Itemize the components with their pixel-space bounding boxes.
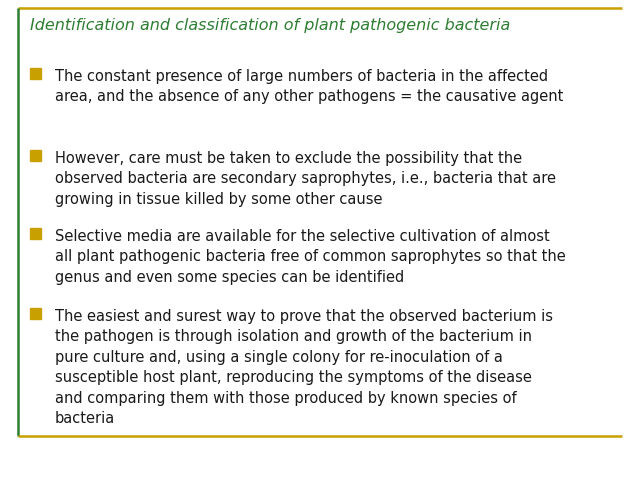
Bar [30, 308, 41, 319]
Text: However, care must be taken to exclude the possibility that the
observed bacteri: However, care must be taken to exclude t… [55, 151, 556, 207]
Text: Selective media are available for the selective cultivation of almost
all plant : Selective media are available for the se… [55, 229, 566, 285]
Bar [30, 150, 41, 161]
Bar [30, 228, 41, 239]
Text: The constant presence of large numbers of bacteria in the affected
area, and the: The constant presence of large numbers o… [55, 69, 563, 104]
Text: The easiest and surest way to prove that the observed bacterium is
the pathogen : The easiest and surest way to prove that… [55, 309, 553, 426]
Bar [30, 68, 41, 79]
Text: Identification and classification of plant pathogenic bacteria: Identification and classification of pla… [30, 18, 510, 33]
